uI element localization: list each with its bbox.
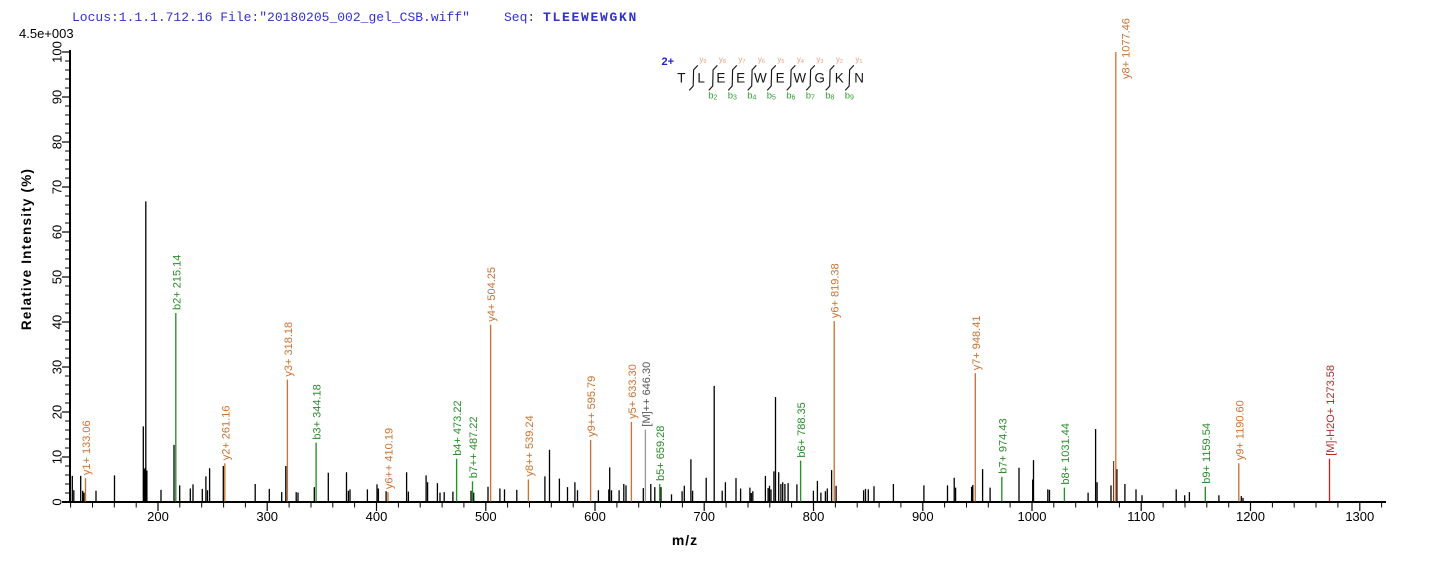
- svg-text:y3+ 318.18: y3+ 318.18: [283, 322, 295, 377]
- svg-text:20: 20: [50, 405, 65, 419]
- svg-text:E: E: [736, 70, 745, 85]
- svg-text:y4+ 504.25: y4+ 504.25: [486, 267, 498, 322]
- svg-text:y2: y2: [836, 55, 843, 65]
- svg-text:600: 600: [584, 509, 606, 524]
- svg-text:K: K: [835, 70, 844, 85]
- svg-text:1200: 1200: [1236, 509, 1265, 524]
- svg-text:y8+ 1077.46: y8+ 1077.46: [1121, 18, 1133, 79]
- svg-text:y9+ 1190.60: y9+ 1190.60: [1234, 400, 1246, 460]
- svg-text:Locus:1.1.1.712.16 File:"20180: Locus:1.1.1.712.16 File:"20180205_002_ge…: [72, 10, 470, 25]
- svg-text:b8: b8: [825, 90, 834, 101]
- svg-text:Seq: TLEEWEWGKN: Seq: TLEEWEWGKN: [504, 10, 638, 25]
- svg-text:60: 60: [50, 225, 65, 239]
- svg-text:G: G: [814, 70, 825, 85]
- svg-text:70: 70: [50, 180, 65, 194]
- svg-text:y9++ 595.79: y9++ 595.79: [586, 376, 598, 437]
- svg-text:b8+ 1031.44: b8+ 1031.44: [1060, 423, 1072, 484]
- svg-text:1000: 1000: [1018, 509, 1047, 524]
- svg-text:N: N: [854, 70, 864, 85]
- svg-text:b5: b5: [767, 90, 776, 101]
- svg-text:y3: y3: [816, 55, 823, 65]
- svg-text:500: 500: [475, 509, 497, 524]
- svg-text:b7: b7: [806, 90, 815, 101]
- svg-text:[M]++ 646.30: [M]++ 646.30: [641, 362, 653, 427]
- svg-text:y6: y6: [758, 55, 765, 65]
- svg-text:10: 10: [50, 450, 65, 464]
- svg-text:4.5e+003: 4.5e+003: [19, 26, 74, 41]
- svg-text:Relative Intensity (%): Relative Intensity (%): [19, 168, 34, 330]
- svg-text:y7: y7: [738, 55, 745, 65]
- svg-text:y6++ 410.19: y6++ 410.19: [384, 428, 396, 489]
- svg-text:200: 200: [147, 509, 169, 524]
- svg-text:800: 800: [803, 509, 825, 524]
- svg-text:50: 50: [50, 270, 65, 284]
- svg-text:b9: b9: [845, 90, 854, 101]
- svg-text:b7+ 974.43: b7+ 974.43: [997, 418, 1009, 473]
- svg-text:y7+ 948.41: y7+ 948.41: [971, 316, 983, 371]
- svg-text:b2: b2: [708, 90, 717, 101]
- svg-text:100: 100: [50, 41, 65, 63]
- svg-text:y9: y9: [699, 55, 706, 65]
- svg-text:2+: 2+: [662, 56, 675, 68]
- svg-text:400: 400: [366, 509, 388, 524]
- svg-text:40: 40: [50, 315, 65, 329]
- svg-text:90: 90: [50, 90, 65, 104]
- svg-text:E: E: [776, 70, 785, 85]
- svg-text:300: 300: [256, 509, 278, 524]
- svg-text:m/z: m/z: [672, 532, 698, 548]
- svg-text:b7++ 487.22: b7++ 487.22: [468, 417, 480, 479]
- svg-text:y6+ 819.38: y6+ 819.38: [830, 263, 842, 318]
- svg-text:y2+ 261.16: y2+ 261.16: [220, 406, 232, 461]
- svg-text:1300: 1300: [1345, 509, 1374, 524]
- svg-text:b3: b3: [728, 90, 737, 101]
- svg-text:y5+ 633.30: y5+ 633.30: [627, 364, 639, 419]
- svg-text:0: 0: [50, 498, 65, 505]
- svg-text:1100: 1100: [1127, 509, 1155, 524]
- svg-text:900: 900: [912, 509, 934, 524]
- svg-text:E: E: [716, 70, 725, 85]
- svg-text:b2+ 215.14: b2+ 215.14: [171, 255, 183, 310]
- svg-text:b5+ 659.28: b5+ 659.28: [655, 426, 667, 481]
- svg-text:y1+ 133.06: y1+ 133.06: [81, 420, 93, 475]
- svg-text:80: 80: [50, 135, 65, 149]
- svg-text:b4+ 473.22: b4+ 473.22: [452, 400, 464, 455]
- svg-text:700: 700: [693, 509, 715, 524]
- svg-text:b6: b6: [786, 90, 795, 101]
- svg-text:b9+ 1159.54: b9+ 1159.54: [1201, 423, 1213, 484]
- svg-text:b3+ 344.18: b3+ 344.18: [312, 384, 324, 439]
- svg-text:y8++ 539.24: y8++ 539.24: [524, 415, 536, 476]
- svg-text:y4: y4: [797, 55, 804, 65]
- svg-text:b6+ 788.35: b6+ 788.35: [796, 402, 808, 457]
- svg-text:W: W: [754, 70, 767, 85]
- svg-text:y1: y1: [855, 55, 862, 65]
- svg-text:y8: y8: [719, 55, 726, 65]
- svg-text:W: W: [793, 70, 806, 85]
- svg-text:30: 30: [50, 360, 65, 374]
- svg-text:[M]-H2O+ 1273.58: [M]-H2O+ 1273.58: [1325, 365, 1337, 456]
- svg-text:y5: y5: [777, 55, 784, 65]
- svg-text:b4: b4: [747, 90, 756, 101]
- svg-text:L: L: [697, 70, 705, 85]
- svg-text:T: T: [677, 70, 685, 85]
